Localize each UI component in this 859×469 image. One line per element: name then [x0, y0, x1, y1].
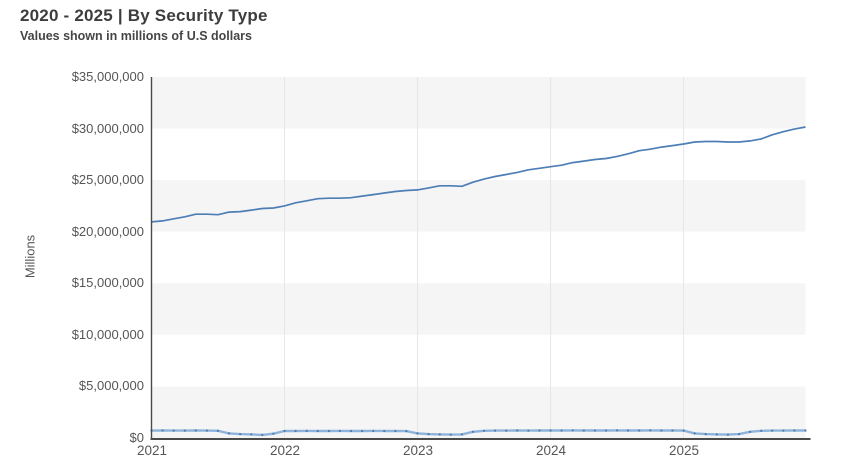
year-gridlines — [284, 77, 685, 438]
page-subtitle: Values shown in millions of U.S dollars — [20, 29, 252, 43]
axis-lines — [150, 77, 811, 440]
y-tick-label: $10,000,000 — [71, 327, 144, 342]
y-tick-label: $35,000,000 — [71, 69, 144, 84]
x-tick-label: 2022 — [269, 443, 301, 458]
y-tick-label: $25,000,000 — [71, 172, 144, 187]
y-tick-label: $0 — [129, 430, 144, 445]
y-tick-label: $15,000,000 — [71, 275, 144, 290]
data-series-lines — [150, 126, 807, 437]
x-tick-label: 2024 — [535, 443, 567, 458]
y-tick-label: $30,000,000 — [71, 121, 144, 136]
plot-background-bands — [151, 77, 806, 438]
x-tick-label: 2023 — [402, 443, 434, 458]
page-title: 2020 - 2025 | By Security Type — [20, 6, 268, 25]
y-tick-label: $20,000,000 — [71, 224, 144, 239]
x-tick-label: 2021 — [136, 443, 168, 458]
x-tick-label: 2025 — [668, 443, 700, 458]
y-tick-label: $5,000,000 — [78, 378, 144, 393]
chart-header: 2020 - 2025 | By Security Type Values sh… — [20, 6, 268, 43]
y-axis-title: Millions — [22, 234, 38, 279]
